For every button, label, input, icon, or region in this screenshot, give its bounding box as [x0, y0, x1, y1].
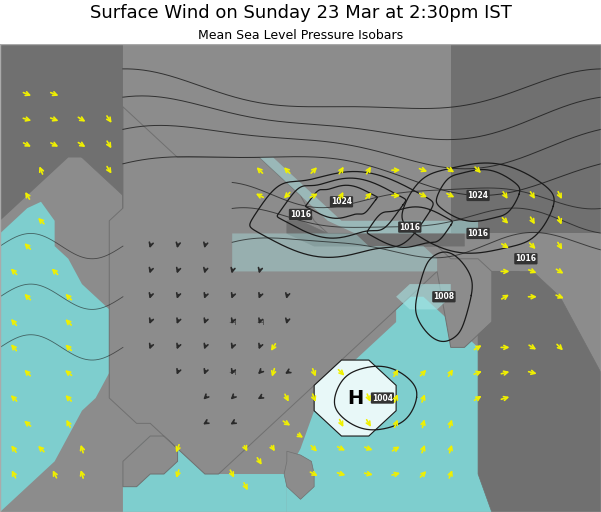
Polygon shape: [0, 107, 123, 322]
Polygon shape: [287, 221, 465, 246]
Text: Surface Wind on Sunday 23 Mar at 2:30pm IST: Surface Wind on Sunday 23 Mar at 2:30pm …: [90, 4, 511, 22]
Text: H: H: [347, 389, 363, 408]
Text: ⊣: ⊣: [228, 368, 236, 377]
Polygon shape: [123, 436, 287, 512]
Text: 1016: 1016: [399, 223, 420, 231]
Text: ⊣: ⊣: [256, 317, 263, 327]
Polygon shape: [109, 107, 519, 487]
Text: 1008: 1008: [433, 292, 454, 301]
Polygon shape: [287, 297, 601, 512]
Polygon shape: [232, 233, 437, 271]
Text: 1024: 1024: [468, 191, 489, 200]
Text: 1016: 1016: [468, 229, 489, 238]
Text: Mean Sea Level Pressure Isobars: Mean Sea Level Pressure Isobars: [198, 29, 403, 42]
Polygon shape: [396, 284, 451, 309]
Polygon shape: [284, 451, 314, 499]
Polygon shape: [0, 202, 123, 512]
Text: 1024: 1024: [331, 197, 352, 206]
Polygon shape: [232, 158, 478, 233]
Text: ⊣: ⊣: [228, 317, 236, 327]
Text: 1016: 1016: [516, 254, 536, 263]
Polygon shape: [478, 271, 601, 512]
Polygon shape: [0, 44, 123, 221]
Text: 1016: 1016: [290, 210, 311, 219]
Text: 1004: 1004: [372, 394, 393, 402]
Polygon shape: [451, 44, 601, 233]
Polygon shape: [314, 360, 396, 436]
